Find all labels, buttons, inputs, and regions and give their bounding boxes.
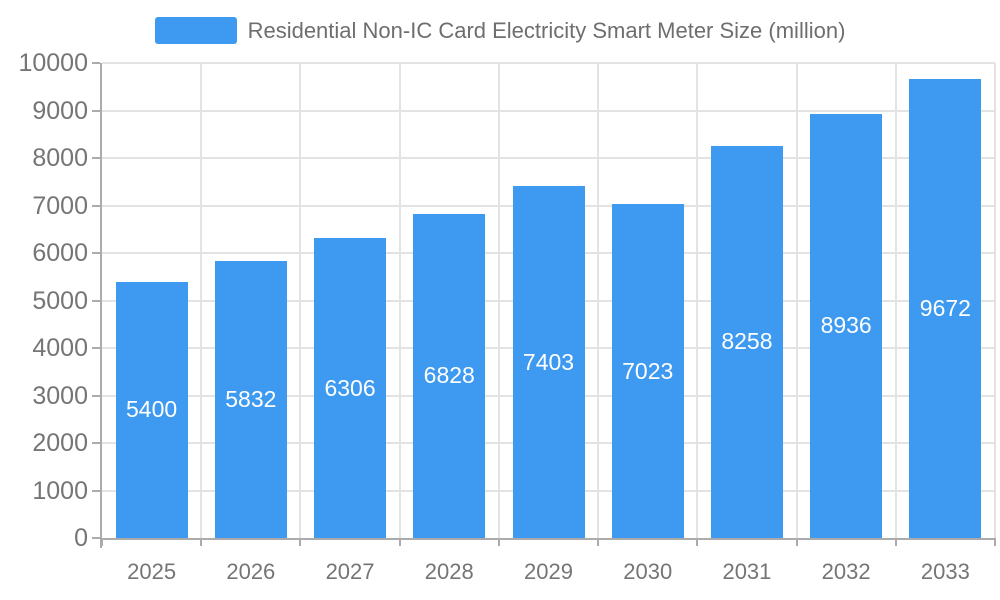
y-axis-tick <box>92 109 100 112</box>
bar[interactable]: 9672 <box>909 78 982 538</box>
bar[interactable]: 6828 <box>413 213 486 538</box>
y-axis-tick <box>92 157 100 159</box>
x-axis-tick <box>696 538 699 546</box>
x-tick-label: 2029 <box>524 559 573 584</box>
gridline-horizontal <box>102 157 995 159</box>
x-axis-tick <box>497 538 500 546</box>
x-tick-label: 2031 <box>722 559 772 584</box>
bar-value-label: 8936 <box>820 312 872 339</box>
gridline-vertical <box>696 63 699 538</box>
bar[interactable]: 6306 <box>314 238 387 538</box>
y-axis-tick <box>92 204 100 207</box>
legend[interactable]: Residential Non-IC Card Electricity Smar… <box>0 14 1000 46</box>
x-axis-tick <box>101 538 103 546</box>
gridline-vertical <box>894 63 897 538</box>
x-tick-label: 2027 <box>325 559 375 584</box>
gridline-vertical <box>795 63 798 538</box>
gridline-horizontal <box>102 109 995 112</box>
bar-value-label: 5400 <box>126 396 178 423</box>
y-tick-label: 1000 <box>32 476 88 505</box>
x-axis-tick <box>894 538 897 546</box>
y-axis-tick <box>92 299 100 302</box>
gridline-horizontal <box>102 62 995 64</box>
bar[interactable]: 5832 <box>214 260 287 538</box>
x-tick-label: 2026 <box>226 559 276 584</box>
y-axis-tick <box>92 442 100 444</box>
y-tick-label: 2000 <box>32 429 88 457</box>
y-tick-label: 7000 <box>32 191 88 220</box>
gridline-vertical <box>398 63 401 538</box>
bar-value-label: 9672 <box>919 294 971 321</box>
y-axis-tick <box>92 537 100 539</box>
y-axis-tick <box>92 489 100 492</box>
x-tick-label: 2033 <box>920 559 970 584</box>
bar[interactable]: 5400 <box>115 281 188 538</box>
x-axis-tick <box>200 538 203 546</box>
y-tick-label: 3000 <box>32 381 88 410</box>
bar[interactable]: 8258 <box>710 145 783 538</box>
y-axis-tick <box>92 252 100 254</box>
x-tick-label: 2030 <box>623 559 673 584</box>
gridline-vertical <box>994 63 996 538</box>
legend-swatch <box>154 16 237 44</box>
y-axis-tick <box>92 62 100 64</box>
legend-label: Residential Non-IC Card Electricity Smar… <box>247 17 846 43</box>
x-axis-tick <box>398 538 401 546</box>
x-tick-label: 2028 <box>424 559 474 584</box>
x-axis-tick <box>299 538 302 546</box>
x-axis-line <box>100 538 995 540</box>
y-axis-tick <box>92 347 100 349</box>
gridline-vertical <box>200 63 203 538</box>
bar-value-label: 5832 <box>225 385 277 412</box>
bar-value-label: 7403 <box>522 348 575 375</box>
bar[interactable]: 7023 <box>611 204 684 538</box>
y-tick-label: 5000 <box>32 286 88 315</box>
bar[interactable]: 8936 <box>810 113 883 538</box>
x-axis-tick <box>795 538 798 546</box>
x-tick-label: 2032 <box>821 559 871 584</box>
x-tick-label: 2025 <box>127 559 177 584</box>
bar-value-label: 7023 <box>622 357 674 384</box>
y-tick-label: 10000 <box>18 49 88 77</box>
y-tick-label: 0 <box>74 524 88 552</box>
bar-value-label: 6828 <box>423 362 475 389</box>
gridline-vertical <box>299 63 302 538</box>
bar-value-label: 6306 <box>324 374 376 401</box>
x-axis-tick <box>994 538 996 546</box>
y-axis-tick <box>92 394 100 397</box>
x-axis-tick <box>597 538 600 546</box>
y-axis-line <box>100 63 102 548</box>
bar-value-label: 8258 <box>721 328 773 355</box>
y-tick-label: 6000 <box>32 239 88 267</box>
gridline-vertical <box>597 63 600 538</box>
gridline-vertical <box>497 63 500 538</box>
bar[interactable]: 7403 <box>512 186 585 538</box>
y-tick-label: 4000 <box>32 334 88 362</box>
y-tick-label: 9000 <box>32 96 88 125</box>
y-tick-label: 8000 <box>32 144 88 172</box>
